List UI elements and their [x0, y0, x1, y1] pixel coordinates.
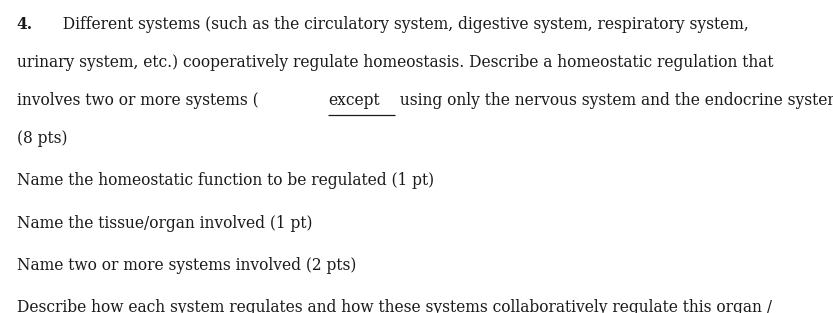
Text: Name two or more systems involved (2 pts): Name two or more systems involved (2 pts…	[17, 257, 356, 274]
Text: Different systems (such as the circulatory system, digestive system, respiratory: Different systems (such as the circulato…	[53, 16, 749, 33]
Text: Name the tissue/organ involved (1 pt): Name the tissue/organ involved (1 pt)	[17, 215, 312, 232]
Text: except: except	[328, 92, 380, 109]
Text: (8 pts): (8 pts)	[17, 130, 67, 147]
Text: 4.: 4.	[17, 16, 32, 33]
Text: using only the nervous system and the endocrine system).: using only the nervous system and the en…	[395, 92, 833, 109]
Text: Name the homeostatic function to be regulated (1 pt): Name the homeostatic function to be regu…	[17, 172, 434, 189]
Text: Describe how each system regulates and how these systems collaboratively regulat: Describe how each system regulates and h…	[17, 299, 771, 313]
Text: involves two or more systems (: involves two or more systems (	[17, 92, 258, 109]
Text: urinary system, etc.) cooperatively regulate homeostasis. Describe a homeostatic: urinary system, etc.) cooperatively regu…	[17, 54, 773, 71]
